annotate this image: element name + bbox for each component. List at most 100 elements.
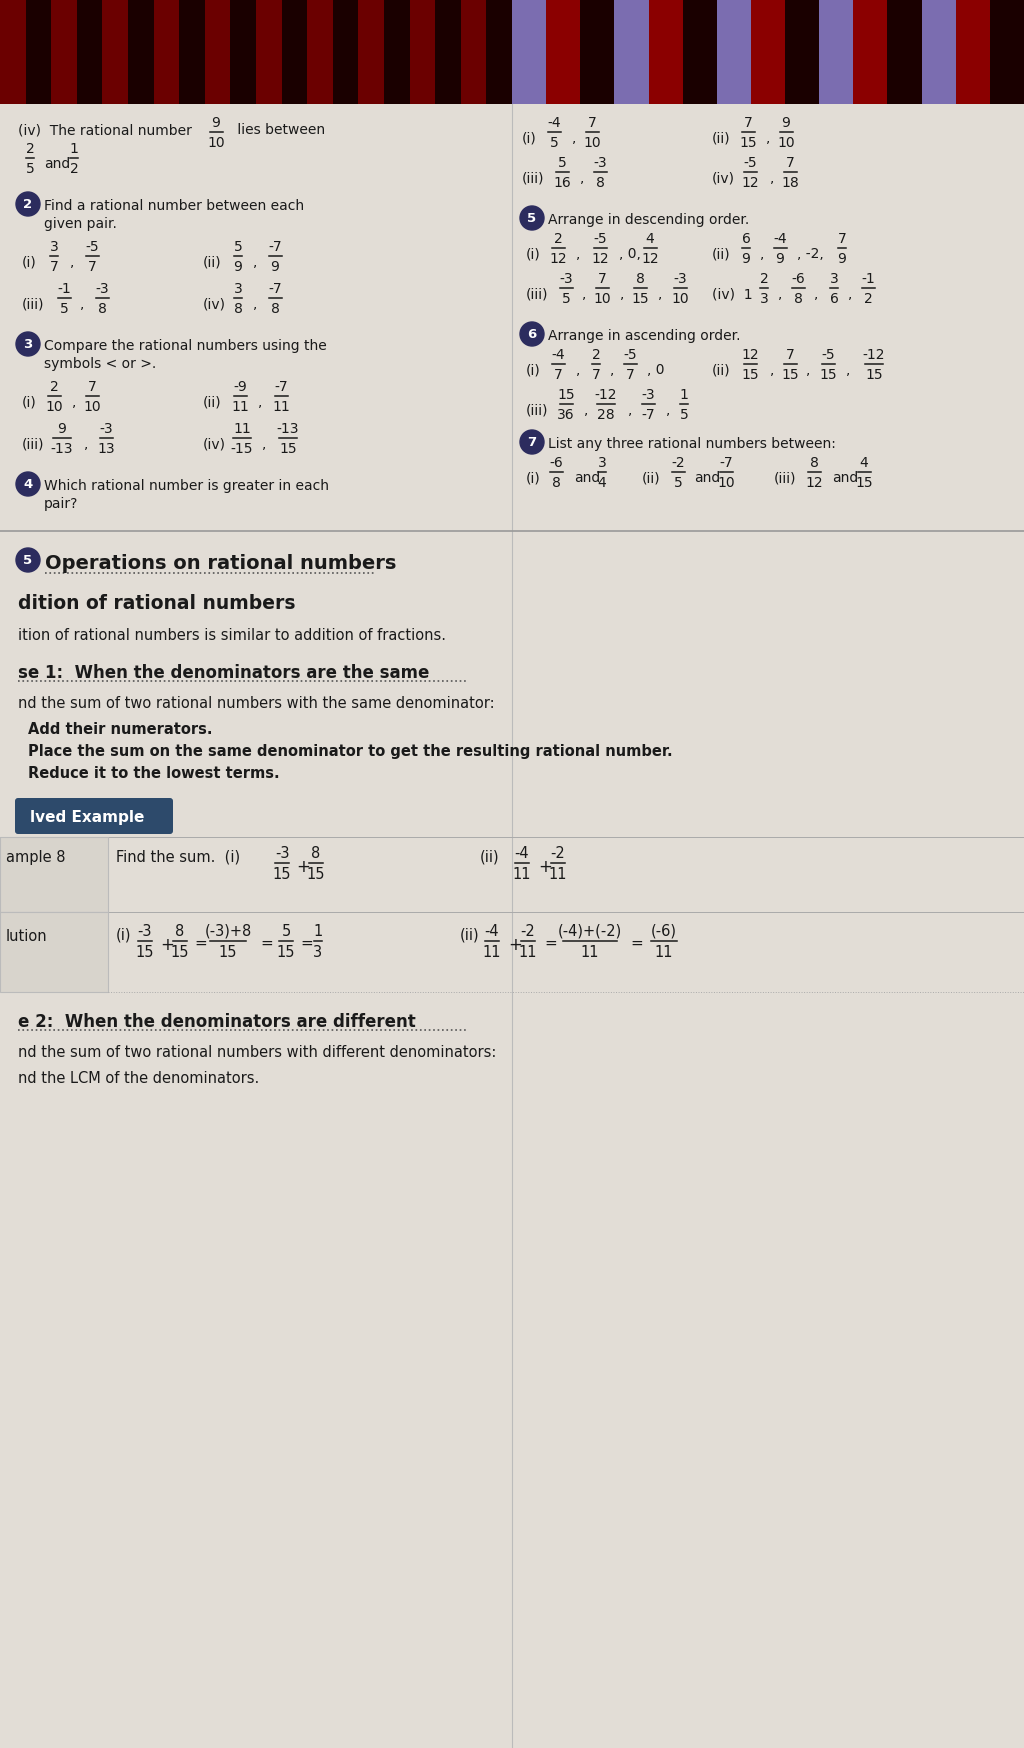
Text: 8: 8 (810, 456, 818, 470)
Bar (0, 0, 26, 105)
Text: 11: 11 (482, 944, 502, 960)
Text: (iv)  1: (iv) 1 (712, 287, 753, 301)
Text: 15: 15 (307, 867, 326, 881)
Circle shape (520, 206, 544, 231)
Text: nd the sum of two rational numbers with different denominators:: nd the sum of two rational numbers with … (18, 1044, 497, 1059)
Text: 3: 3 (829, 273, 839, 287)
Text: -3: -3 (673, 273, 687, 287)
Bar (461, 0, 486, 105)
Text: 3: 3 (598, 456, 606, 470)
Bar (990, 0, 1024, 105)
Text: 2: 2 (760, 273, 768, 287)
Text: -7: -7 (268, 239, 282, 253)
Text: 1: 1 (70, 142, 79, 156)
Text: ,: , (80, 297, 84, 311)
Text: 1: 1 (313, 923, 323, 939)
Text: 4: 4 (24, 479, 33, 491)
Text: ,: , (628, 402, 633, 416)
Text: , 0: , 0 (647, 364, 665, 378)
Text: (ii): (ii) (203, 395, 221, 409)
Text: 8: 8 (636, 273, 644, 287)
Text: 5: 5 (59, 302, 69, 316)
Bar (648, 0, 683, 105)
Text: -4: -4 (515, 846, 529, 860)
Text: 7: 7 (598, 273, 606, 287)
Text: (iv): (iv) (203, 297, 226, 311)
Text: ,: , (806, 364, 810, 378)
Text: -4: -4 (484, 923, 500, 939)
Text: given pair.: given pair. (44, 217, 117, 231)
Text: 5: 5 (561, 292, 570, 306)
Text: se 1:  When the denominators are the same: se 1: When the denominators are the same (18, 664, 429, 682)
Text: 8: 8 (233, 302, 243, 316)
Text: ,: , (582, 287, 587, 301)
Text: 6: 6 (741, 232, 751, 246)
Text: and: and (44, 157, 71, 171)
Bar (512, 0, 546, 105)
Text: 7: 7 (527, 437, 537, 449)
Bar (205, 0, 230, 105)
Text: 15: 15 (280, 442, 297, 456)
Text: 10: 10 (671, 292, 689, 306)
Text: 3: 3 (24, 339, 33, 351)
Text: 12: 12 (741, 177, 759, 191)
Text: +: + (160, 935, 174, 953)
Text: ,: , (253, 297, 257, 311)
Text: =: = (260, 935, 272, 951)
Text: -7: -7 (274, 379, 288, 393)
Text: ,: , (814, 287, 818, 301)
Text: ,: , (610, 364, 614, 378)
Text: ,: , (580, 171, 585, 185)
Text: 11: 11 (272, 400, 290, 414)
Text: (i): (i) (526, 364, 541, 378)
Bar (785, 0, 819, 105)
Text: 5: 5 (282, 923, 291, 939)
Bar (888, 0, 922, 105)
Text: 15: 15 (276, 944, 295, 960)
Text: -5: -5 (593, 232, 607, 246)
Text: 6: 6 (829, 292, 839, 306)
Text: 5: 5 (233, 239, 243, 253)
Text: 9: 9 (270, 260, 280, 274)
Text: (i): (i) (116, 928, 131, 942)
Text: dition of rational numbers: dition of rational numbers (18, 594, 296, 612)
Text: -4: -4 (773, 232, 786, 246)
Text: (iii): (iii) (526, 287, 549, 301)
Text: -12: -12 (863, 348, 886, 362)
Text: 7: 7 (785, 348, 795, 362)
Text: nd the sum of two rational numbers with the same denominator:: nd the sum of two rational numbers with … (18, 696, 495, 711)
Text: 7: 7 (554, 367, 562, 381)
Text: -5: -5 (743, 156, 757, 170)
Text: 11: 11 (513, 867, 531, 881)
Bar (581, 0, 614, 105)
Text: (i): (i) (22, 255, 37, 269)
Text: 10: 10 (45, 400, 62, 414)
Text: ,: , (658, 287, 663, 301)
Text: and: and (831, 470, 858, 484)
Text: 5: 5 (24, 554, 33, 566)
Text: ,: , (666, 402, 671, 416)
Text: Reduce it to the lowest terms.: Reduce it to the lowest terms. (28, 766, 280, 781)
Text: -3: -3 (559, 273, 572, 287)
Text: 12: 12 (741, 348, 759, 362)
Bar (751, 0, 785, 105)
Text: -1: -1 (57, 281, 71, 295)
Circle shape (520, 430, 544, 454)
Text: (-6): (-6) (651, 923, 677, 939)
Text: ,: , (766, 131, 770, 145)
Text: Place the sum on the same denominator to get the resulting rational number.: Place the sum on the same denominator to… (28, 743, 673, 759)
Text: (ii): (ii) (480, 850, 500, 865)
Text: -3: -3 (99, 421, 113, 435)
Text: 15: 15 (855, 475, 872, 489)
Bar (435, 0, 461, 105)
Text: ,: , (770, 364, 774, 378)
Text: -3: -3 (641, 388, 654, 402)
Text: 5: 5 (680, 407, 688, 421)
Text: 12: 12 (549, 252, 567, 266)
Text: ,: , (778, 287, 782, 301)
Text: =: = (544, 935, 557, 951)
Circle shape (16, 472, 40, 496)
Text: 9: 9 (57, 421, 67, 435)
Text: 5: 5 (550, 136, 558, 150)
Bar (128, 0, 154, 105)
